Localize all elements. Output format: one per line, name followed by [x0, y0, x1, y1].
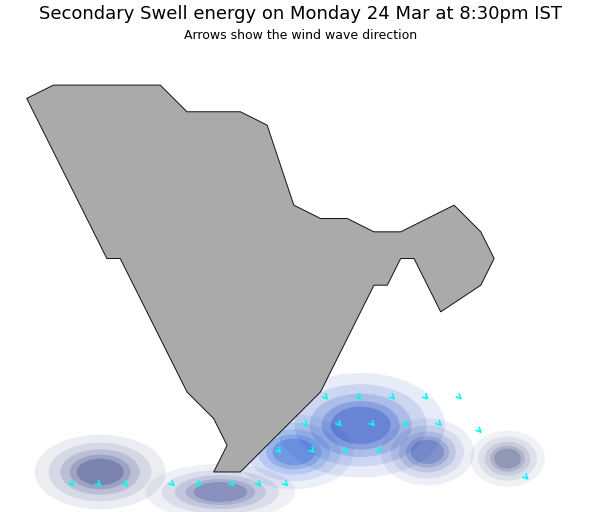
Ellipse shape	[257, 429, 330, 475]
Ellipse shape	[49, 443, 151, 501]
Ellipse shape	[247, 422, 341, 481]
Ellipse shape	[77, 459, 124, 485]
Ellipse shape	[470, 431, 545, 486]
Ellipse shape	[234, 415, 353, 489]
Ellipse shape	[145, 464, 295, 512]
Text: Secondary Swell energy on Monday 24 Mar at 8:30pm IST: Secondary Swell energy on Monday 24 Mar …	[39, 6, 562, 24]
Text: Arrows show the wind wave direction: Arrows show the wind wave direction	[184, 29, 417, 41]
Ellipse shape	[35, 435, 166, 509]
Ellipse shape	[331, 407, 391, 444]
Ellipse shape	[70, 455, 130, 489]
Ellipse shape	[61, 450, 140, 495]
Ellipse shape	[194, 482, 247, 502]
Ellipse shape	[485, 442, 530, 476]
Ellipse shape	[478, 437, 537, 481]
Polygon shape	[26, 85, 494, 472]
Ellipse shape	[186, 479, 255, 505]
Ellipse shape	[380, 418, 474, 485]
Ellipse shape	[406, 436, 449, 467]
Ellipse shape	[276, 373, 445, 478]
Ellipse shape	[399, 432, 456, 473]
Ellipse shape	[266, 435, 322, 470]
Ellipse shape	[322, 401, 400, 450]
Ellipse shape	[175, 475, 266, 509]
Ellipse shape	[410, 440, 444, 464]
Ellipse shape	[272, 439, 315, 465]
Ellipse shape	[162, 470, 279, 512]
Ellipse shape	[490, 445, 525, 472]
Ellipse shape	[310, 394, 412, 457]
Ellipse shape	[494, 449, 521, 468]
Ellipse shape	[391, 425, 464, 478]
Ellipse shape	[294, 384, 427, 466]
